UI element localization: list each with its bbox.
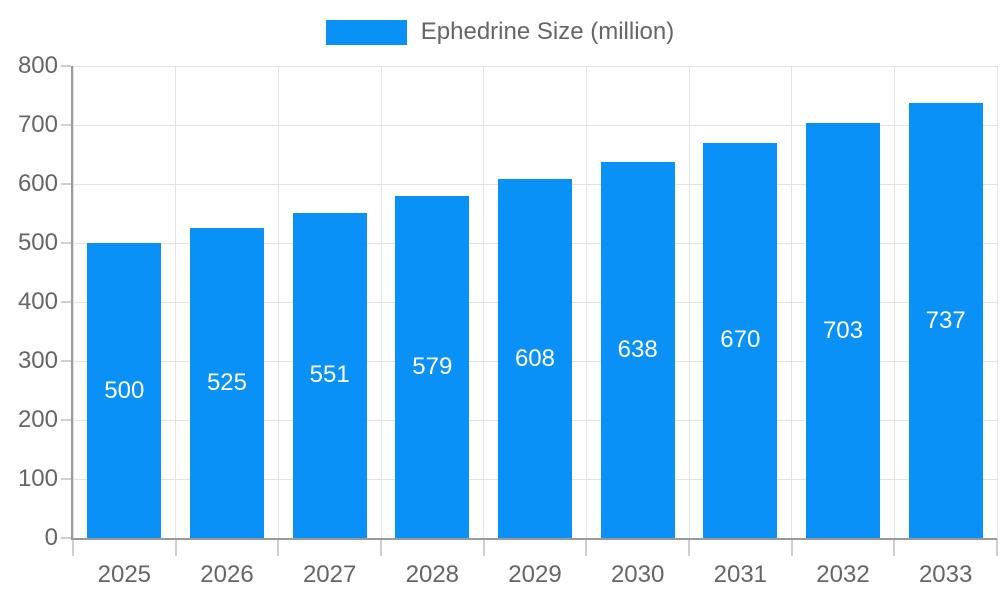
x-tick-mark: [277, 538, 280, 556]
x-tick-label: 2029: [508, 561, 562, 588]
bar: [87, 243, 162, 538]
x-gridline: [277, 66, 279, 538]
x-tick-label: 2031: [713, 561, 768, 588]
y-tick-label: 500: [17, 229, 58, 256]
y-tick-mark: [61, 242, 71, 244]
x-tick-mark: [996, 538, 998, 556]
x-tick-mark: [688, 538, 690, 556]
y-axis-line: [71, 66, 73, 540]
bar-value-label: 638: [617, 335, 658, 363]
bar-value-label: 500: [104, 376, 145, 404]
bar: [806, 123, 880, 538]
y-tick-label: 600: [17, 170, 58, 197]
y-tick-mark: [61, 183, 71, 185]
y-tick-label: 800: [17, 52, 58, 79]
y-tick-label: 700: [17, 111, 58, 138]
x-tick-label: 2025: [97, 561, 152, 588]
bar: [292, 212, 367, 538]
bar-value-label: 737: [925, 306, 966, 334]
x-gridline: [893, 66, 895, 538]
y-gridline: [73, 124, 997, 126]
bar-value-label: 703: [822, 316, 863, 344]
x-gridline: [175, 66, 177, 538]
bar: [703, 142, 778, 538]
x-tick-label: 2026: [200, 561, 254, 588]
y-tick-label: 300: [17, 347, 58, 374]
y-tick-mark: [61, 419, 71, 421]
y-tick-label: 400: [17, 288, 58, 315]
bar-value-label: 579: [412, 353, 453, 381]
y-tick-mark: [61, 360, 71, 362]
y-tick-mark: [61, 65, 71, 67]
x-tick-mark: [893, 538, 896, 556]
x-gridline: [996, 66, 998, 538]
x-gridline: [688, 66, 690, 538]
legend-swatch: [325, 19, 407, 45]
bar-value-label: 525: [206, 369, 247, 397]
y-tick-mark: [61, 301, 71, 303]
x-tick-label: 2032: [816, 561, 870, 588]
x-tick-mark: [380, 538, 382, 556]
x-gridline: [380, 66, 382, 538]
chart-legend: Ephedrine Size (million): [0, 18, 1000, 46]
y-tick-label: 200: [17, 406, 58, 433]
x-tick-mark: [585, 538, 588, 556]
x-gridline: [483, 66, 485, 538]
x-axis-line: [71, 538, 997, 540]
x-gridline: [72, 66, 74, 538]
legend-label: Ephedrine Size (million): [420, 18, 675, 45]
x-tick-label: 2028: [405, 561, 460, 588]
bar-value-label: 670: [720, 326, 761, 354]
y-gridline: [73, 65, 997, 67]
bar: [908, 103, 983, 538]
x-gridline: [791, 66, 793, 538]
bar: [600, 161, 675, 538]
bar: [190, 228, 264, 538]
y-tick-label: 0: [44, 524, 58, 551]
y-tick-mark: [61, 478, 71, 480]
bar: [498, 179, 572, 538]
x-tick-label: 2033: [918, 561, 973, 588]
x-gridline: [585, 66, 587, 538]
bar-value-label: 608: [514, 344, 555, 372]
y-tick-label: 100: [17, 465, 58, 492]
x-tick-mark: [174, 538, 177, 556]
x-tick-mark: [72, 538, 74, 556]
y-tick-mark: [61, 537, 71, 539]
plot-area: 0 100 200 300 400 500 600 700 800 500 2025 525 2026 5…: [18, 53, 998, 588]
x-tick-label: 2027: [302, 561, 357, 588]
y-tick-mark: [61, 124, 71, 126]
bar-value-label: 551: [309, 361, 350, 389]
x-tick-mark: [482, 538, 485, 556]
bar: [395, 196, 470, 538]
x-tick-mark: [790, 538, 793, 556]
x-tick-label: 2030: [610, 561, 665, 588]
